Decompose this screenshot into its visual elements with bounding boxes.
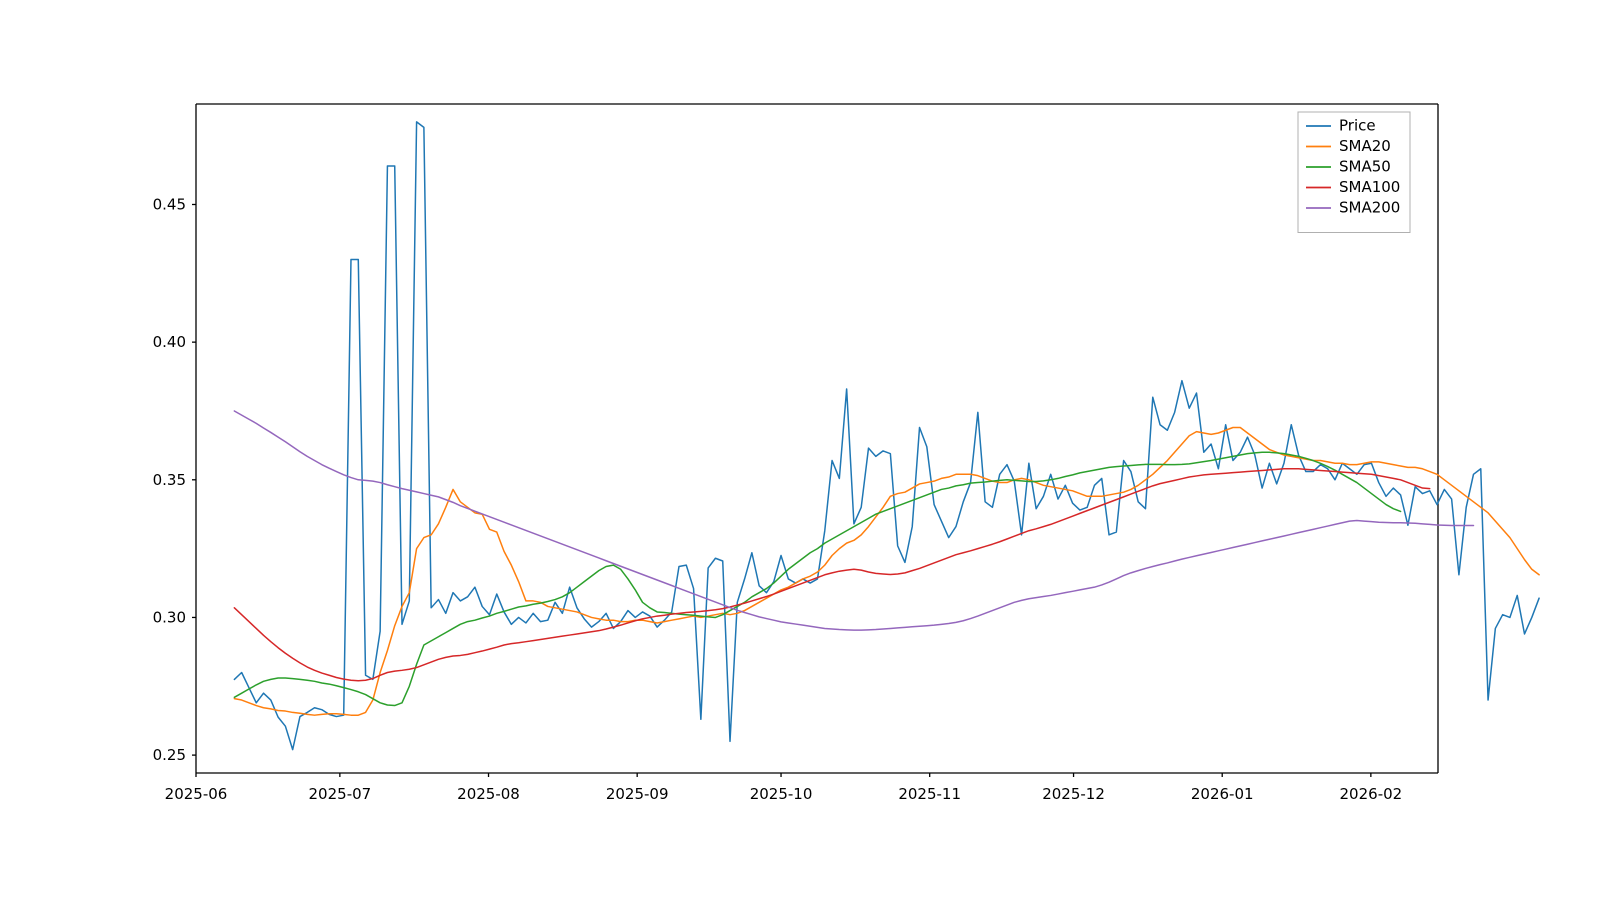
x-tick-label: 2026-02: [1340, 785, 1403, 803]
chart-legend: Price SMA20 SMA50 SMA100 SMA200: [1297, 111, 1411, 233]
x-tick-label: 2025-12: [1042, 785, 1105, 803]
series-line-sma200: [233, 410, 1475, 631]
data-series-group: [233, 121, 1540, 751]
y-tick-label: 0.25: [153, 746, 186, 764]
legend-label-sma100: SMA100: [1339, 178, 1400, 196]
x-tick-label: 2025-10: [750, 785, 813, 803]
legend-label-sma50: SMA50: [1339, 158, 1391, 176]
legend-frame: [1297, 111, 1411, 233]
series-line-sma20: [233, 426, 1540, 716]
x-tick-label: 2025-07: [309, 785, 372, 803]
y-tick-label: 0.45: [153, 195, 186, 213]
x-tick-label: 2025-11: [898, 785, 961, 803]
series-line-price: [233, 121, 1540, 751]
axes-spines: [195, 103, 1439, 774]
series-line-sma100: [233, 468, 1431, 682]
x-tick-label: 2025-06: [165, 785, 228, 803]
axes-background: [196, 104, 1438, 773]
x-tick-label: 2026-01: [1191, 785, 1254, 803]
x-axis-tick-labels: 2025-06 2025-07 2025-08 2025-09 2025-10 2025-…: [165, 785, 1403, 803]
legend-label-sma200: SMA200: [1339, 199, 1400, 217]
x-tick-label: 2025-08: [457, 785, 520, 803]
series-line-sma50: [233, 451, 1402, 707]
x-axis-tick-marks: [195, 773, 1372, 777]
x-tick-label: 2025-09: [606, 785, 669, 803]
legend-label-price: Price: [1339, 117, 1376, 135]
y-tick-label: 0.40: [153, 333, 186, 351]
y-axis-tick-marks: [192, 203, 196, 756]
y-tick-label: 0.35: [153, 471, 186, 489]
y-tick-label: 0.30: [153, 608, 186, 626]
legend-label-sma20: SMA20: [1339, 137, 1391, 155]
y-axis-tick-labels: 0.25 0.30 0.35 0.40 0.45: [153, 195, 186, 764]
